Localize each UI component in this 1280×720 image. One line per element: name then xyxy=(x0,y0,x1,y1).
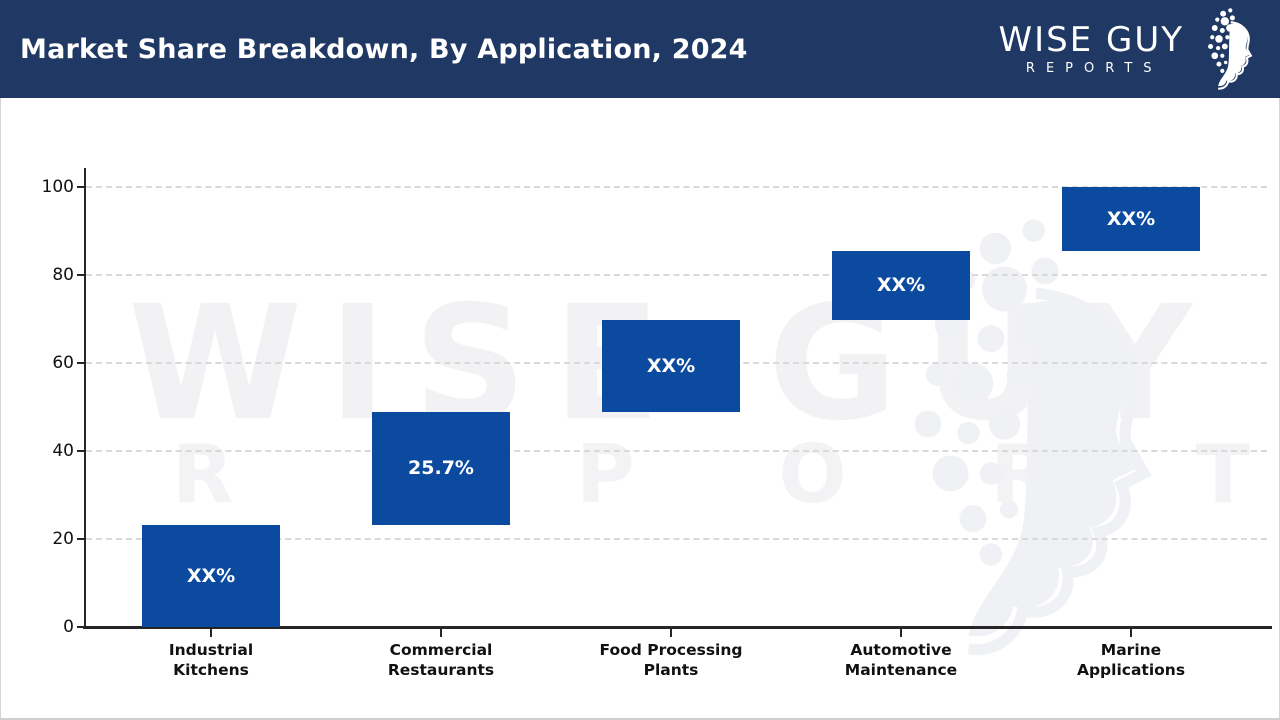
header: Market Share Breakdown, By Application, … xyxy=(0,0,1280,98)
wiseguy-logo-text: WISE GUY REPORTS xyxy=(998,23,1184,75)
y-axis-tick xyxy=(77,273,85,276)
logo-wiseguy-label: WISE GUY xyxy=(998,20,1184,60)
x-axis-tick xyxy=(1130,629,1132,637)
y-axis-tick xyxy=(77,449,85,452)
y-axis-tick-label: 0 xyxy=(63,617,74,637)
gridline-100 xyxy=(86,185,1267,188)
y-axis-tick xyxy=(77,361,85,364)
y-axis-line xyxy=(84,168,86,629)
bar-value-label: XX% xyxy=(1106,207,1156,230)
x-axis-line xyxy=(83,626,1272,629)
bar-value-label: XX% xyxy=(876,274,926,297)
bar-value-label: 25.7% xyxy=(408,457,474,480)
x-axis-tick xyxy=(670,629,672,637)
bar-food-processing-plants: XX% xyxy=(602,320,740,412)
x-axis-label-automotive-maintenance: Automotive Maintenance xyxy=(844,641,958,679)
y-axis-tick-label: 80 xyxy=(52,264,74,285)
y-axis-tick-label: 60 xyxy=(52,352,74,373)
y-axis-tick xyxy=(77,626,85,628)
x-axis-label-industrial-kitchens: Industrial Kitchens xyxy=(168,641,254,679)
gridline-40 xyxy=(86,449,1267,452)
y-axis-tick-label: 100 xyxy=(41,176,74,197)
x-axis-label-marine-applications: Marine Applications xyxy=(1076,641,1186,679)
gridline-80 xyxy=(86,273,1267,276)
x-axis-tick xyxy=(440,629,442,637)
bar-industrial-kitchens: XX% xyxy=(142,524,280,627)
x-axis-tick xyxy=(210,629,212,637)
bar-value-label: XX% xyxy=(186,564,236,587)
gridline-20 xyxy=(86,537,1267,540)
x-axis-label-commercial-restaurants: Commercial Restaurants xyxy=(387,641,495,679)
x-axis-tick xyxy=(900,629,902,637)
x-axis-label-food-processing-plants: Food Processing Plants xyxy=(599,641,743,679)
bar-value-label: XX% xyxy=(646,354,696,377)
bar-commercial-restaurants: 25.7% xyxy=(372,411,510,525)
wiseguy-logo-face-icon xyxy=(1208,8,1253,90)
y-axis-tick-label: 20 xyxy=(52,528,74,549)
wiseguy-logo: WISE GUY REPORTS xyxy=(998,7,1266,91)
y-axis-tick-label: 40 xyxy=(52,440,74,461)
logo-reports-label: REPORTS xyxy=(1025,61,1163,76)
y-axis-tick xyxy=(77,185,85,188)
bar-marine-applications: XX% xyxy=(1062,187,1200,251)
y-axis-tick xyxy=(77,537,85,540)
bar-automotive-maintenance: XX% xyxy=(832,250,970,321)
page-title: Market Share Breakdown, By Application, … xyxy=(20,33,748,65)
